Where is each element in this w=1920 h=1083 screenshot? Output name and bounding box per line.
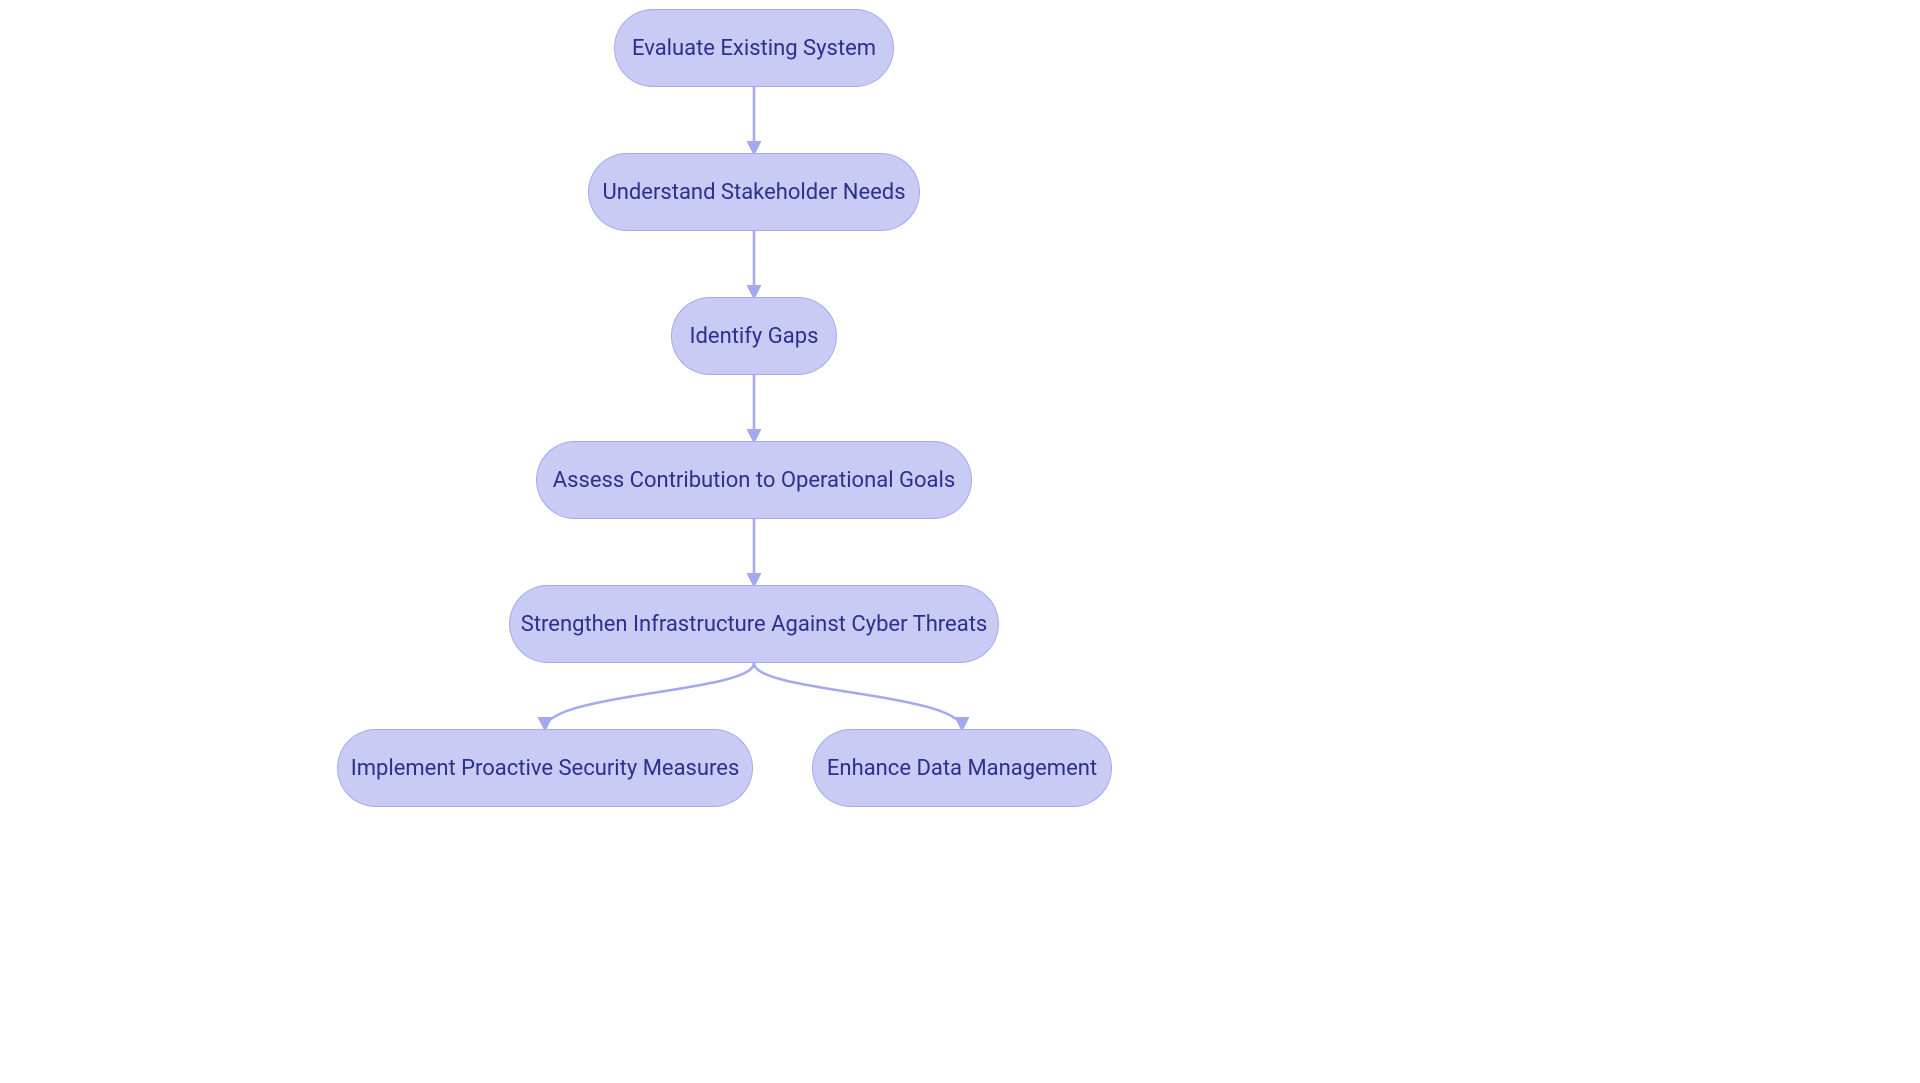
flowchart-node: Evaluate Existing System	[614, 9, 894, 87]
flowchart-node: Strengthen Infrastructure Against Cyber …	[509, 585, 999, 663]
flowchart-edge	[545, 663, 754, 729]
flowchart-node: Implement Proactive Security Measures	[337, 729, 753, 807]
flowchart-edge	[754, 663, 962, 729]
flowchart-node: Identify Gaps	[671, 297, 837, 375]
flowchart-node: Enhance Data Management	[812, 729, 1112, 807]
flowchart-canvas: Evaluate Existing System Understand Stake…	[0, 0, 1920, 1083]
flowchart-node: Assess Contribution to Operational Goals	[536, 441, 972, 519]
flowchart-node: Understand Stakeholder Needs	[588, 153, 920, 231]
flowchart-edges	[0, 0, 1920, 1083]
